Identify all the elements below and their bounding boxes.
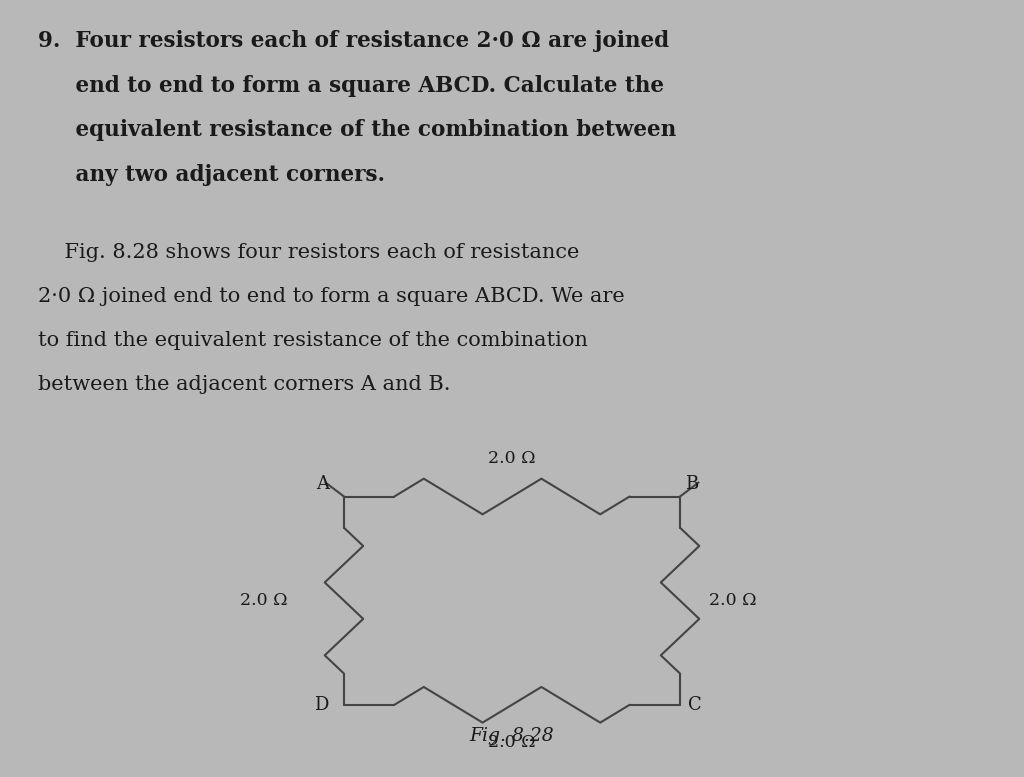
Text: 2·0 Ω joined end to end to form a square ABCD. We are: 2·0 Ω joined end to end to form a square… <box>39 287 626 306</box>
Text: end to end to form a square ABCD. Calculate the: end to end to form a square ABCD. Calcul… <box>39 75 665 96</box>
Text: 2.0 Ω: 2.0 Ω <box>241 592 288 609</box>
Text: between the adjacent corners A and B.: between the adjacent corners A and B. <box>39 375 451 395</box>
Text: Fig. 8.28 shows four resistors each of resistance: Fig. 8.28 shows four resistors each of r… <box>39 243 580 263</box>
Text: 2.0 Ω: 2.0 Ω <box>488 734 536 751</box>
Text: Fig. 8.28: Fig. 8.28 <box>470 727 554 745</box>
Text: C: C <box>688 695 701 714</box>
Text: A: A <box>315 475 329 493</box>
Text: B: B <box>685 475 698 493</box>
Text: to find the equivalent resistance of the combination: to find the equivalent resistance of the… <box>39 332 589 350</box>
Text: equivalent resistance of the combination between: equivalent resistance of the combination… <box>39 119 677 141</box>
Text: 2.0 Ω: 2.0 Ω <box>709 592 756 609</box>
Text: D: D <box>314 695 329 714</box>
Text: 2.0 Ω: 2.0 Ω <box>488 450 536 467</box>
Text: any two adjacent corners.: any two adjacent corners. <box>39 164 385 186</box>
Text: 9.  Four resistors each of resistance 2·0 Ω are joined: 9. Four resistors each of resistance 2·0… <box>39 30 670 52</box>
